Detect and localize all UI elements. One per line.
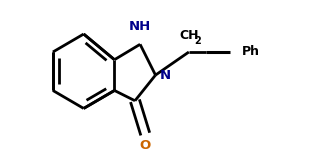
Text: CH: CH	[179, 29, 199, 42]
Text: NH: NH	[129, 20, 151, 33]
Text: N: N	[160, 69, 171, 82]
Text: O: O	[140, 139, 151, 152]
Text: 2: 2	[194, 36, 201, 46]
Text: Ph: Ph	[241, 45, 259, 59]
